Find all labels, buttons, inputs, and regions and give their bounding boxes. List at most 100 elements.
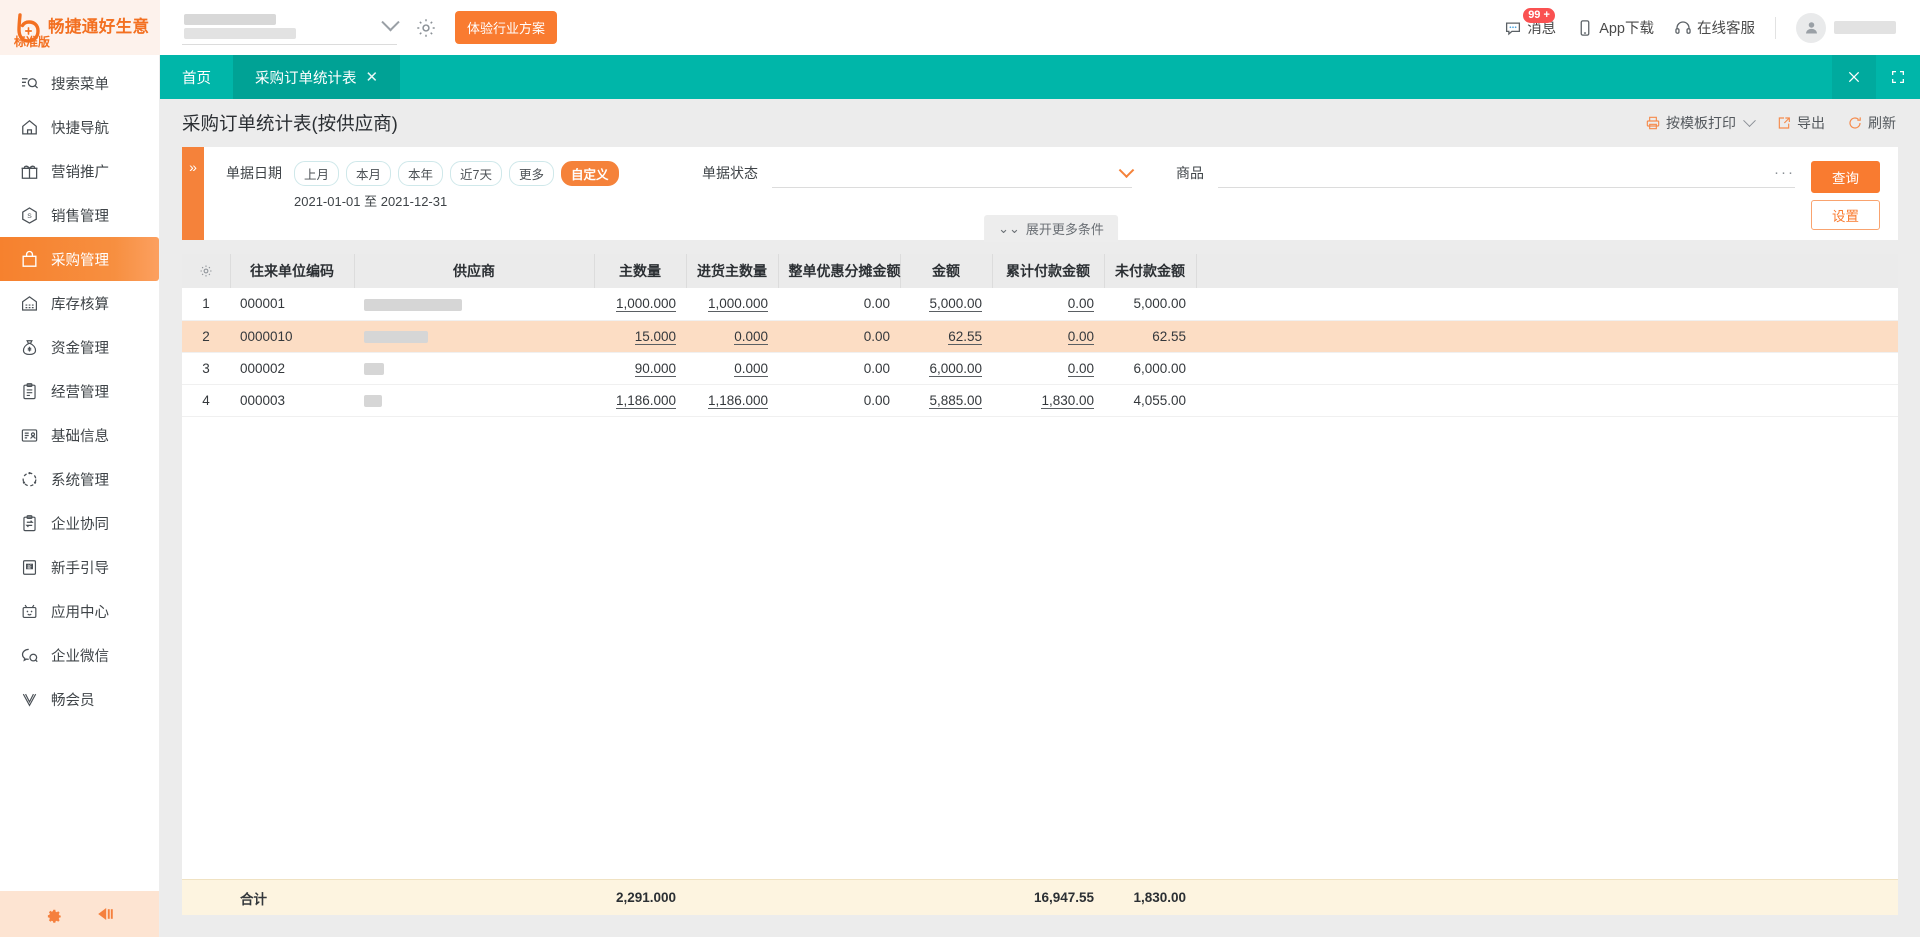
table-row[interactable]: 1 000001 1,000.000 1,000.000 0.00 5,000.… (182, 288, 1898, 321)
status-select[interactable] (772, 161, 1135, 188)
chevron-double-right-icon[interactable]: » (182, 147, 204, 240)
sidebar-item-sales[interactable]: S 销售管理 (0, 193, 159, 237)
table-row[interactable]: 3 000002 90.000 0.000 0.00 6,000.00 0.00… (182, 352, 1898, 385)
date-chip-last-month[interactable]: 上月 (294, 161, 340, 186)
system-dashed-circle-icon (19, 469, 39, 489)
money-bag-icon (19, 337, 39, 357)
app-download-label: App下载 (1599, 21, 1654, 37)
header-paid-amount[interactable]: 累计付款金额 (992, 254, 1105, 288)
header-unpaid-amount[interactable]: 未付款金额 (1104, 254, 1197, 288)
online-service-button[interactable]: 在线客服 (1674, 17, 1755, 38)
row-index: 2 (182, 320, 230, 353)
close-icon[interactable]: ✕ (365, 68, 379, 86)
sidebar-item-guide[interactable]: 新 新手引导 (0, 545, 159, 589)
sidebar-item-quick-nav[interactable]: 快捷导航 (0, 105, 159, 149)
row-filler (1196, 352, 1898, 385)
row-purchase-qty[interactable]: 0.000 (686, 352, 778, 385)
date-chip-custom[interactable]: 自定义 (561, 161, 619, 186)
sidebar-item-funds[interactable]: 资金管理 (0, 325, 159, 369)
refresh-button[interactable]: 刷新 (1847, 113, 1896, 133)
product-input[interactable]: ··· (1218, 161, 1795, 188)
column-settings-header[interactable] (182, 254, 231, 288)
supplier-redacted (364, 362, 384, 375)
table-row[interactable]: 2 0000010 15.000 0.000 0.00 62.55 0.00 6… (182, 320, 1898, 353)
date-range-value[interactable]: 2021-01-01 至 2021-12-31 (294, 194, 448, 209)
app-download-button[interactable]: App下载 (1576, 17, 1654, 38)
row-main-qty[interactable]: 90.000 (594, 352, 686, 385)
expand-more-conditions-button[interactable]: ⌄⌄ 展开更多条件 (984, 215, 1118, 242)
row-main-qty[interactable]: 1,186.000 (594, 384, 686, 417)
settings-button[interactable]: 设置 (1811, 200, 1880, 230)
row-paid-amount[interactable]: 0.00 (992, 352, 1104, 385)
sidebar-item-wecom[interactable]: 企业微信 (0, 633, 159, 677)
totals-label: 合计 (240, 891, 267, 907)
header-main-qty[interactable]: 主数量 (594, 254, 687, 288)
page-header: 采购订单统计表(按供应商) 按模板打印 (160, 99, 1920, 147)
row-paid-amount[interactable]: 1,830.00 (992, 384, 1104, 417)
tab-purchase-order-report[interactable]: 采购订单统计表 ✕ (233, 55, 401, 99)
guide-icon: 新 (19, 557, 39, 577)
experience-solution-button[interactable]: 体验行业方案 (455, 11, 558, 44)
home-icon (19, 117, 39, 137)
date-chip-last-7-days[interactable]: 近7天 (450, 161, 502, 186)
sidebar-item-collaboration[interactable]: 企业协同 (0, 501, 159, 545)
header-amount[interactable]: 金额 (900, 254, 993, 288)
print-template-button[interactable]: 按模板打印 (1645, 113, 1756, 133)
row-amount[interactable]: 5,885.00 (900, 384, 992, 417)
row-purchase-qty[interactable]: 0.000 (686, 320, 778, 353)
sidebar-item-purchase[interactable]: 采购管理 (0, 237, 159, 281)
gear-icon[interactable] (192, 264, 220, 278)
sidebar-item-app-center[interactable]: 应用中心 (0, 589, 159, 633)
date-chip-this-year[interactable]: 本年 (398, 161, 444, 186)
sidebar-item-operations[interactable]: 经营管理 (0, 369, 159, 413)
header-discount-amount[interactable]: 整单优惠分摊金额 (778, 254, 901, 288)
sidebar-item-basic-info[interactable]: 基础信息 (0, 413, 159, 457)
ellipsis-icon[interactable]: ··· (1774, 163, 1795, 181)
sidebar-item-vip[interactable]: 畅会员 (0, 677, 159, 721)
collapse-sidebar-icon[interactable] (94, 903, 116, 925)
row-unpaid-amount: 62.55 (1104, 320, 1196, 353)
sidebar-item-marketing[interactable]: 营销推广 (0, 149, 159, 193)
sidebar-item-search-menu[interactable]: 搜索菜单 (0, 61, 159, 105)
row-discount-amount: 0.00 (778, 384, 900, 417)
gear-icon[interactable] (43, 903, 65, 925)
date-chip-this-month[interactable]: 本月 (346, 161, 392, 186)
row-partner-code: 000003 (230, 384, 354, 417)
search-menu-icon (19, 73, 39, 93)
row-main-qty[interactable]: 1,000.000 (594, 288, 686, 321)
vip-v-icon (19, 689, 39, 709)
row-purchase-qty[interactable]: 1,000.000 (686, 288, 778, 321)
query-button[interactable]: 查询 (1811, 161, 1880, 193)
header-purchase-qty[interactable]: 进货主数量 (686, 254, 779, 288)
sidebar-item-inventory[interactable]: 库存核算 (0, 281, 159, 325)
row-amount[interactable]: 6,000.00 (900, 352, 992, 385)
row-unpaid-amount: 5,000.00 (1104, 288, 1196, 321)
header-supplier[interactable]: 供应商 (354, 254, 595, 288)
export-button[interactable]: 导出 (1776, 113, 1825, 133)
row-amount[interactable]: 62.55 (900, 320, 992, 353)
messages-button[interactable]: 消息 99 + (1504, 8, 1556, 38)
row-purchase-qty[interactable]: 1,186.000 (686, 384, 778, 417)
supplier-redacted (364, 298, 462, 311)
tab-home[interactable]: 首页 (160, 55, 233, 99)
fullscreen-icon[interactable] (1876, 55, 1920, 99)
date-chip-more[interactable]: 更多 (509, 161, 555, 186)
row-unpaid-amount: 6,000.00 (1104, 352, 1196, 385)
row-paid-amount[interactable]: 0.00 (992, 320, 1104, 353)
row-main-qty[interactable]: 15.000 (594, 320, 686, 353)
sidebar-item-label: 销售管理 (51, 208, 109, 225)
table-row[interactable]: 4 000003 1,186.000 1,186.000 0.00 5,885.… (182, 384, 1898, 417)
row-paid-amount[interactable]: 0.00 (992, 288, 1104, 321)
sidebar-item-label: 企业协同 (51, 516, 109, 533)
header-partner-code[interactable]: 往来单位编码 (230, 254, 355, 288)
org-selector[interactable] (182, 11, 400, 45)
user-menu[interactable] (1796, 12, 1896, 43)
gear-icon[interactable] (415, 17, 437, 39)
sales-icon: S (19, 205, 39, 225)
headset-icon (1674, 19, 1692, 37)
sidebar-item-system[interactable]: 系统管理 (0, 457, 159, 501)
row-filler (1196, 288, 1898, 321)
brand-block: 畅捷通好生意 标准版 (0, 0, 160, 55)
close-icon[interactable] (1832, 55, 1876, 99)
row-amount[interactable]: 5,000.00 (900, 288, 992, 321)
